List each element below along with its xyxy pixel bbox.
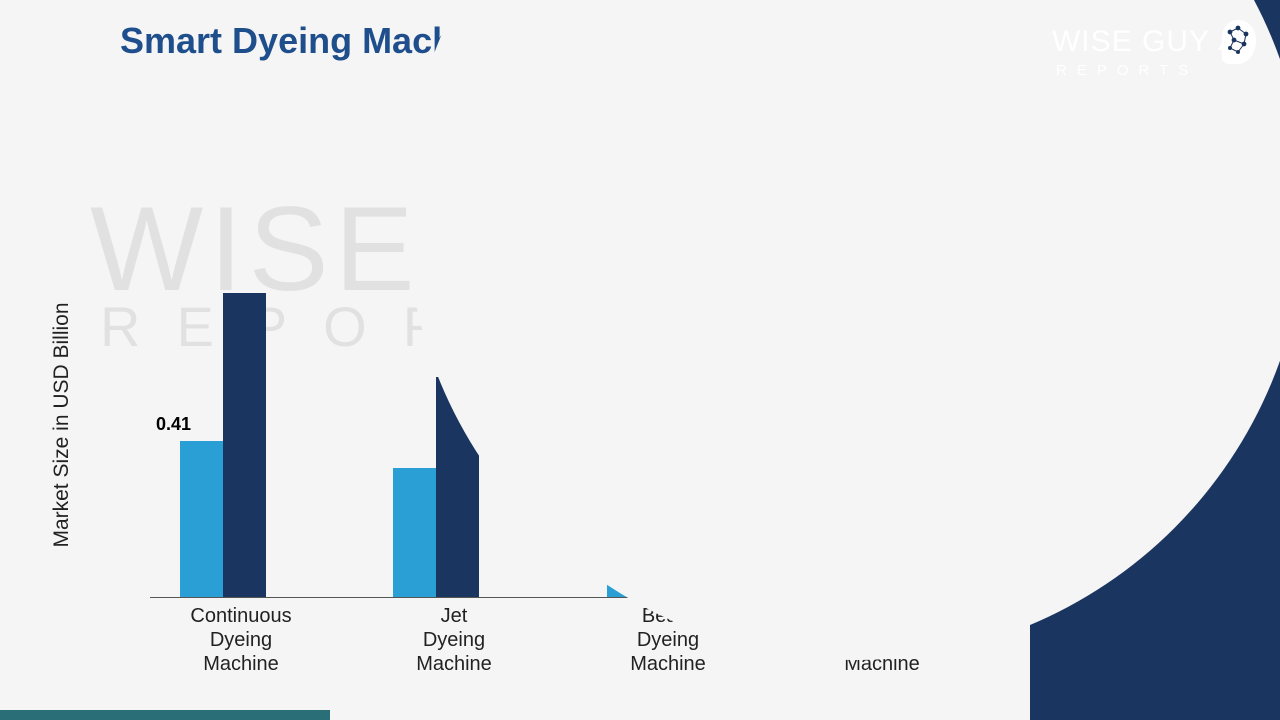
- brand-logo: WISE GUY REPORTS: [1052, 18, 1260, 79]
- head-icon: [1216, 18, 1260, 66]
- category-label: JetDyeingMachine: [369, 604, 539, 676]
- bottom-strip: [0, 710, 330, 720]
- right-panel: [1030, 0, 1280, 720]
- bar-group: 0.41 ContinuousDyeingMachine: [156, 160, 326, 690]
- brand-logo-main: WISE GUY: [1052, 18, 1260, 66]
- category-label: ContinuousDyeingMachine: [156, 604, 326, 676]
- y-axis-label: Market Size in USD Billion: [50, 302, 74, 547]
- bars: [180, 293, 266, 597]
- bar-2032: [223, 293, 266, 597]
- bar-value-label: 0.41: [156, 414, 191, 435]
- brand-logo-text: WISE GUY: [1052, 25, 1210, 59]
- bar-2024: [180, 441, 223, 597]
- bar-2024: [393, 468, 436, 597]
- page: Smart Dyeing Machine Market WISE GUY REP…: [0, 0, 1280, 720]
